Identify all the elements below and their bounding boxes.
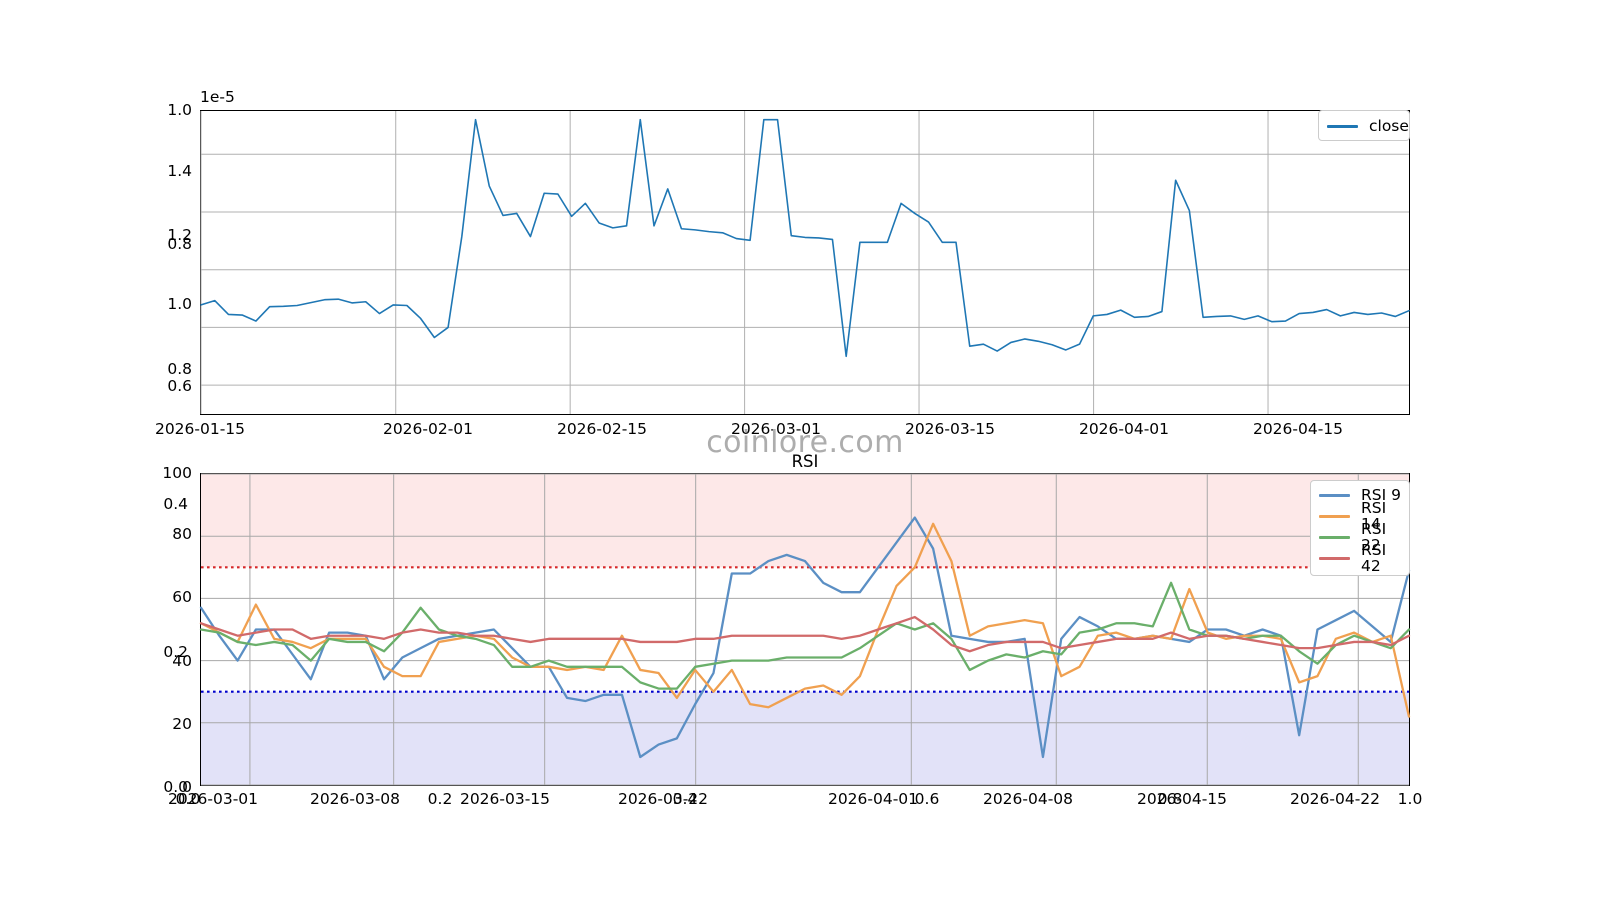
rsi-xtick-overlap-1: 0.0 — [175, 790, 201, 808]
rsi-legend[interactable]: RSI 9 RSI 14 RSI 22 RSI 42 — [1310, 480, 1410, 576]
rsi-xtick-5: 2026-04-01 — [827, 790, 919, 808]
rsi-xtick-overlap-4: 0.6 — [914, 790, 940, 808]
rsi-xtick-7: 2026-04-15 — [1136, 790, 1228, 808]
price-xtick-5: 2026-03-15 — [904, 420, 996, 438]
rsi-ytick-100: 100 — [162, 464, 192, 482]
price-ytick-overlap-1: 1.0 — [167, 101, 192, 119]
rsi-xtick-4: 2026-03-22 — [617, 790, 709, 808]
price-ytick-3: 1.0 — [167, 295, 192, 313]
legend-item-rsi-22[interactable]: RSI 22 — [1319, 521, 1401, 552]
legend-swatch-rsi-9 — [1319, 494, 1350, 497]
rsi-xtick-3: 2026-03-15 — [459, 790, 551, 808]
rsi-line-rsi-14 — [199, 522, 1411, 718]
rsi-ytick-overlap-1: 0.4 — [163, 495, 188, 513]
rsi-xtick-overlap-2: 0.2 — [427, 790, 453, 808]
rsi-ytick-overlap-3: 0.0 — [163, 778, 188, 796]
price-plot-area — [200, 111, 1410, 414]
rsi-xtick-overlap-5: 0.8 — [1157, 790, 1183, 808]
rsi-xtick-overlap-6: 1.0 — [1397, 790, 1423, 808]
legend-label-rsi-9: RSI 9 — [1361, 485, 1401, 504]
price-ytick-5: 0.6 — [167, 377, 192, 395]
price-ytick-overlap-2: 0.8 — [167, 235, 192, 253]
rsi-ytick-60: 60 — [172, 588, 192, 606]
legend-label-rsi-22: RSI 22 — [1361, 520, 1387, 554]
rsi-xtick-1: 2026-03-01 — [167, 790, 259, 808]
legend-swatch-rsi-22 — [1319, 536, 1350, 539]
price-xtick-2: 2026-02-01 — [382, 420, 474, 438]
price-xtick-3: 2026-02-15 — [556, 420, 648, 438]
rsi-chart-panel — [199, 473, 1411, 786]
price-xtick-4: 2026-03-01 — [730, 420, 822, 438]
rsi-ytick-overlap-2: 0.2 — [163, 643, 188, 661]
price-ytick-4: 0.8 — [167, 360, 192, 378]
coinlore-watermark: coinlore.com — [706, 425, 904, 460]
rsi-ytick-0: 0 — [182, 778, 192, 796]
legend-item-rsi-14[interactable]: RSI 14 — [1319, 500, 1401, 531]
price-ytick-1: 1.4 — [167, 162, 192, 180]
price-line-close — [200, 118, 1410, 358]
rsi-xtick-8: 2026-04-22 — [1289, 790, 1381, 808]
legend-item-rsi-9[interactable]: RSI 9 — [1319, 485, 1401, 506]
rsi-plot-area — [199, 473, 1411, 786]
rsi-panel-title: RSI — [791, 452, 819, 471]
price-chart-panel — [200, 110, 1410, 415]
price-ytick-2: 1.2 — [167, 226, 192, 244]
price-y-offset-text: 1e-5 — [200, 88, 235, 106]
legend-label-rsi-42: RSI 42 — [1361, 541, 1387, 575]
legend-swatch-rsi-42 — [1319, 557, 1350, 560]
rsi-line-rsi-9 — [199, 516, 1411, 759]
legend-label-rsi-14: RSI 14 — [1361, 499, 1387, 533]
price-xtick-6: 2026-04-01 — [1078, 420, 1170, 438]
price-legend[interactable]: close — [1318, 110, 1410, 141]
price-xtick-7: 2026-04-15 — [1252, 420, 1344, 438]
legend-label-close: close — [1369, 116, 1409, 135]
price-xtick-1: 2026-01-15 — [154, 420, 246, 438]
rsi-ytick-20: 20 — [172, 715, 192, 733]
rsi-ytick-80: 80 — [172, 525, 192, 543]
legend-swatch-close — [1327, 125, 1358, 128]
legend-item-rsi-42[interactable]: RSI 42 — [1319, 542, 1401, 573]
rsi-xtick-2: 2026-03-08 — [309, 790, 401, 808]
rsi-ytick-40: 40 — [172, 652, 192, 670]
rsi-xtick-6: 2026-04-08 — [982, 790, 1074, 808]
legend-item-close[interactable]: close — [1327, 116, 1409, 137]
legend-swatch-rsi-14 — [1319, 515, 1350, 518]
rsi-xtick-overlap-3: 0.4 — [672, 790, 698, 808]
rsi-line-rsi-42 — [199, 615, 1411, 653]
